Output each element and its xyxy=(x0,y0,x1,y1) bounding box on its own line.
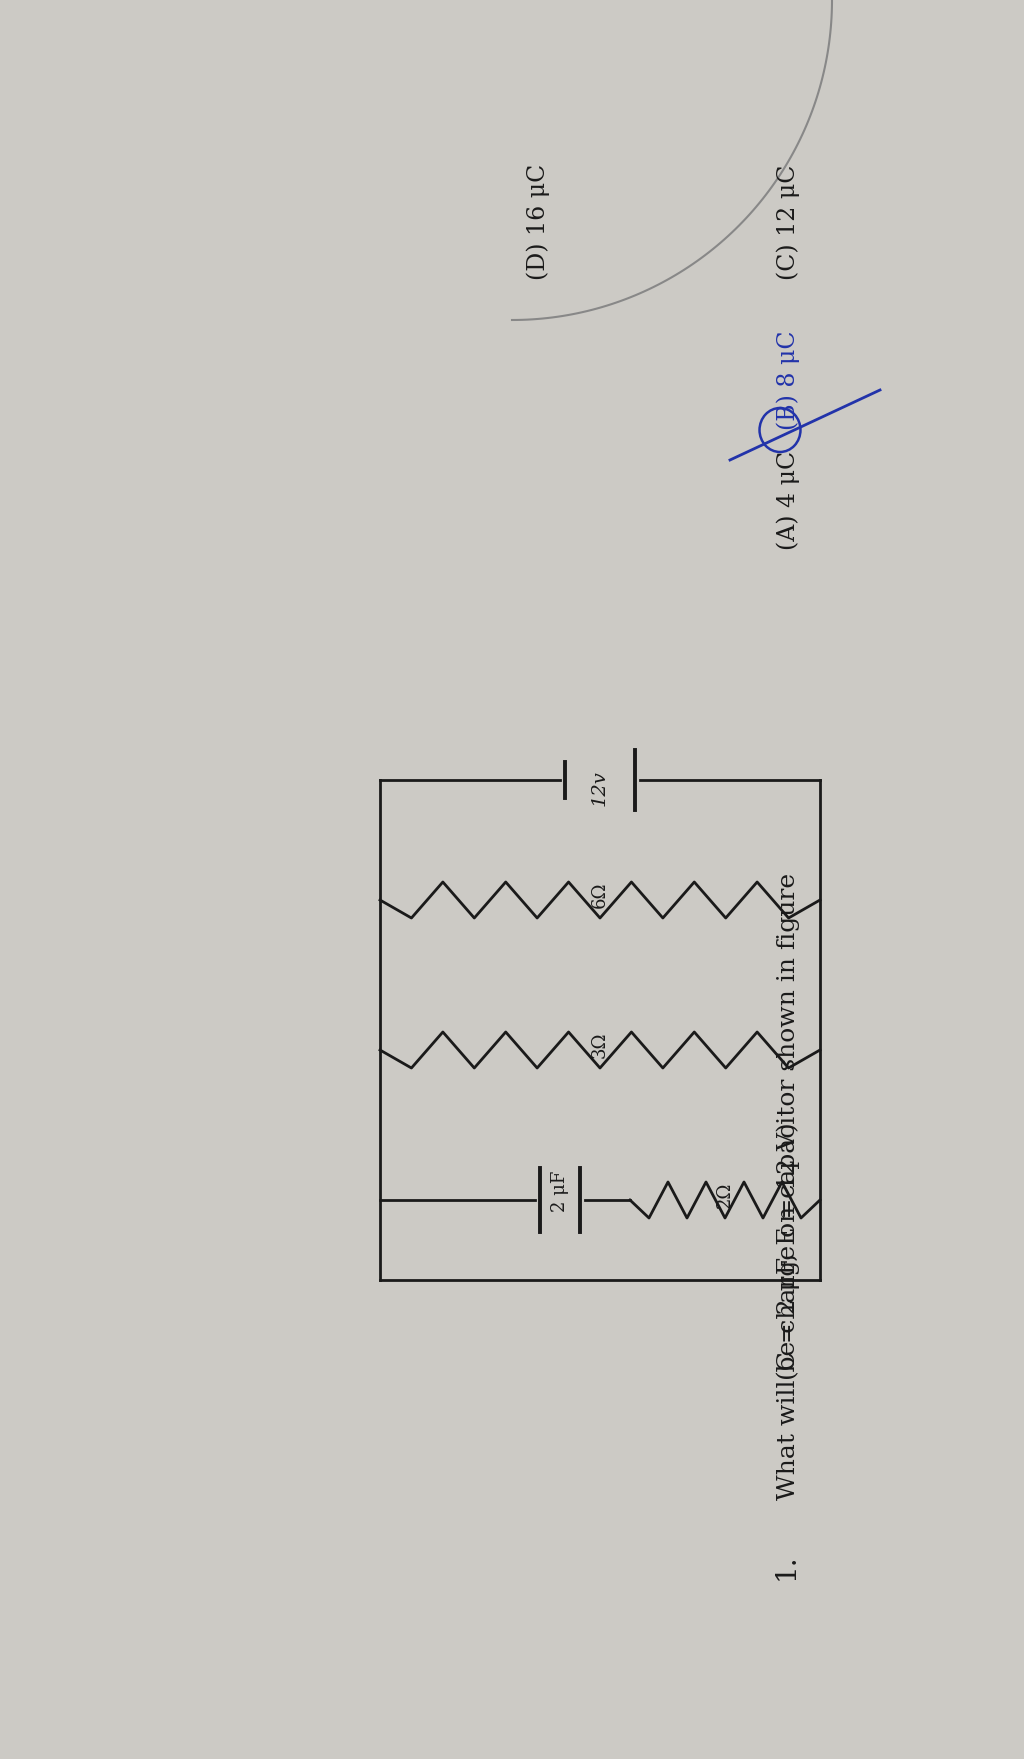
Text: What will be charge on capacitor shown in figure: What will be charge on capacitor shown i… xyxy=(777,872,800,1500)
Text: 6Ω: 6Ω xyxy=(591,881,609,908)
Text: 3Ω: 3Ω xyxy=(591,1031,609,1057)
Text: 2 μF: 2 μF xyxy=(551,1171,569,1212)
Text: (A) 4 μC: (A) 4 μC xyxy=(776,450,800,551)
Text: (C) 12 μC: (C) 12 μC xyxy=(776,165,800,280)
Text: (D) 16 μC: (D) 16 μC xyxy=(526,164,550,280)
Text: 2Ω: 2Ω xyxy=(716,1182,734,1208)
Text: (C = 2 μF, E = 12 V): (C = 2 μF, E = 12 V) xyxy=(776,1122,800,1381)
Text: 1.: 1. xyxy=(773,1553,800,1580)
Text: (B) 8 μC: (B) 8 μC xyxy=(776,331,800,429)
Text: 12v: 12v xyxy=(591,770,609,806)
